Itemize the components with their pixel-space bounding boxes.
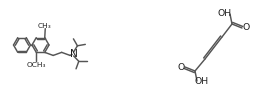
Text: OH: OH bbox=[195, 78, 209, 87]
Text: OH: OH bbox=[218, 9, 232, 17]
Text: O: O bbox=[242, 23, 250, 32]
Text: CH₃: CH₃ bbox=[38, 23, 52, 29]
Text: OCH₃: OCH₃ bbox=[27, 62, 46, 68]
Text: N: N bbox=[70, 49, 77, 59]
Text: O: O bbox=[177, 62, 185, 71]
